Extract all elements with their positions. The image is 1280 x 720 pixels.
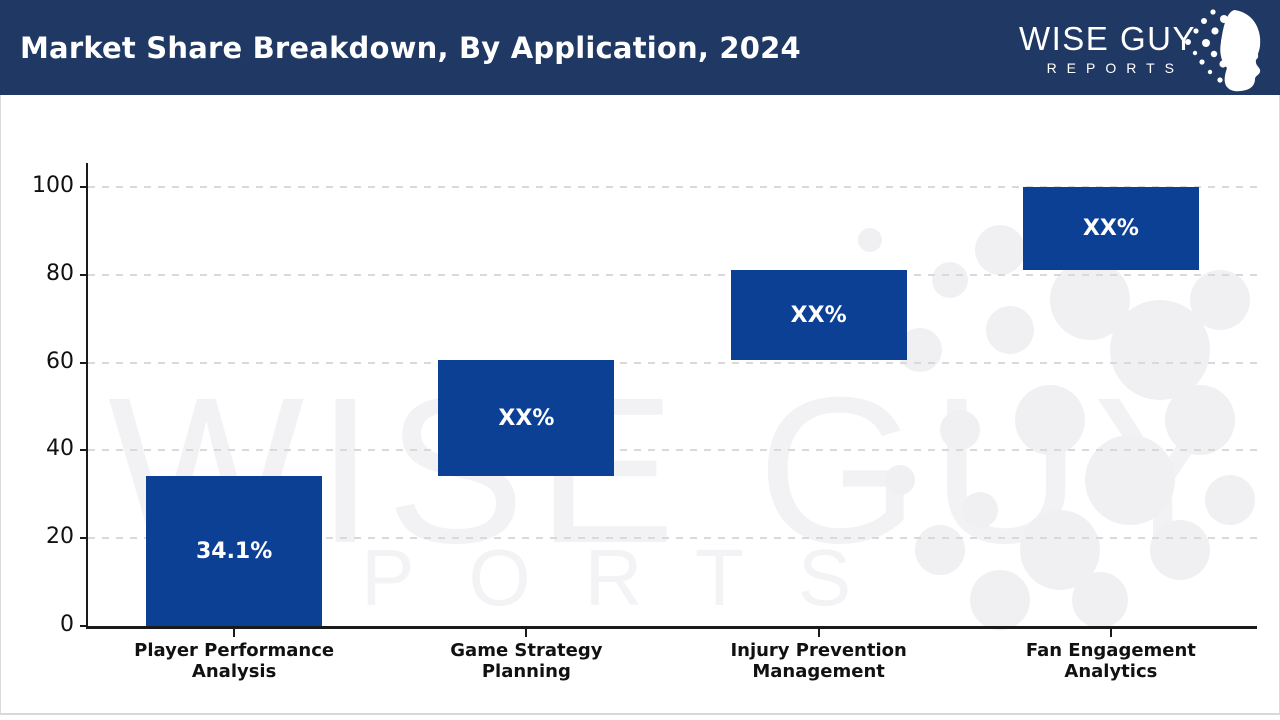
y-tick-mark xyxy=(80,449,88,452)
x-category-line: Planning xyxy=(481,661,571,682)
y-tick-label: 100 xyxy=(32,173,74,198)
gridline xyxy=(88,449,1257,452)
x-category-label: Player Performance Analysis xyxy=(84,640,384,682)
y-axis-line xyxy=(86,163,88,629)
wise-guy-logo: WISE GUY REPORTS xyxy=(1008,0,1268,95)
bar-value-label: 34.1% xyxy=(195,538,273,564)
watermark-dot xyxy=(932,262,968,298)
chart-title: Market Share Breakdown, By Application, … xyxy=(20,30,801,65)
watermark-dot xyxy=(1150,520,1210,580)
y-tick-label: 60 xyxy=(46,348,74,374)
bar: XX% xyxy=(1022,187,1199,271)
watermark-dot xyxy=(1190,270,1250,330)
watermark-dot xyxy=(1110,300,1210,400)
x-tick-mark xyxy=(233,629,236,637)
watermark-dot xyxy=(1072,572,1128,628)
y-tick-mark xyxy=(80,537,88,540)
y-tick-mark xyxy=(80,186,88,188)
watermark-dot xyxy=(1205,475,1255,525)
watermark-dot xyxy=(885,465,915,495)
gridline xyxy=(88,273,1257,276)
watermark-dot xyxy=(940,410,980,450)
watermark-dot xyxy=(962,492,998,528)
gridline xyxy=(88,186,1257,188)
bar-value-label: XX% xyxy=(1082,216,1139,242)
y-tick-mark xyxy=(80,361,88,364)
gridline xyxy=(88,361,1257,364)
y-tick-mark xyxy=(80,625,88,627)
x-category-line: Fan Engagement xyxy=(1025,640,1196,661)
logo-wordmark: WISE GUY xyxy=(1018,20,1196,57)
gridline xyxy=(88,537,1257,540)
logo-head-dots-icon xyxy=(1185,9,1261,92)
x-category-label: Game Strategy Planning xyxy=(376,640,676,682)
bar-value-label: XX% xyxy=(498,405,555,431)
watermark-dot xyxy=(858,228,882,252)
header-band: Market Share Breakdown, By Application, … xyxy=(0,0,1280,95)
y-tick-label: 80 xyxy=(46,260,74,286)
x-category-line: Analytics xyxy=(1064,661,1158,682)
x-category-line: Injury Prevention xyxy=(730,640,907,661)
x-category-line: Analysis xyxy=(191,661,277,682)
x-category-line: Management xyxy=(752,661,885,682)
y-tick-mark xyxy=(80,273,88,276)
x-category-label: Injury Prevention Management xyxy=(669,640,969,682)
x-tick-mark xyxy=(1109,629,1112,637)
plot-layer: 0 20 40 60 80 100 34.1% Player Performance Analy… xyxy=(0,95,1280,715)
watermark-dot xyxy=(975,225,1025,275)
logo-subtitle: REPORTS xyxy=(1046,60,1184,76)
x-category-line: Game Strategy xyxy=(450,640,603,661)
x-tick-mark xyxy=(817,629,820,637)
watermark-dot xyxy=(915,525,965,575)
watermark-dot xyxy=(1165,385,1235,455)
bar: 34.1% xyxy=(146,476,323,626)
bar: XX% xyxy=(438,359,615,477)
watermark-dot xyxy=(986,306,1034,354)
x-category-line: Player Performance xyxy=(134,640,335,661)
bar: XX% xyxy=(730,270,907,360)
y-tick-label: 20 xyxy=(46,524,74,550)
x-category-label: Fan Engagement Analytics xyxy=(961,640,1261,682)
chart-plot-area: WISE GUY REPORTS 0 20 40 60 80 100 34.1% Player… xyxy=(0,95,1280,715)
bar-value-label: XX% xyxy=(790,302,847,328)
x-axis-line xyxy=(86,626,1257,629)
watermark-dot xyxy=(1015,385,1085,455)
x-tick-mark xyxy=(525,629,528,637)
y-tick-label: 0 xyxy=(60,612,74,637)
y-tick-label: 40 xyxy=(46,436,74,462)
footer-divider xyxy=(0,713,1280,715)
watermark-dot xyxy=(970,570,1030,630)
